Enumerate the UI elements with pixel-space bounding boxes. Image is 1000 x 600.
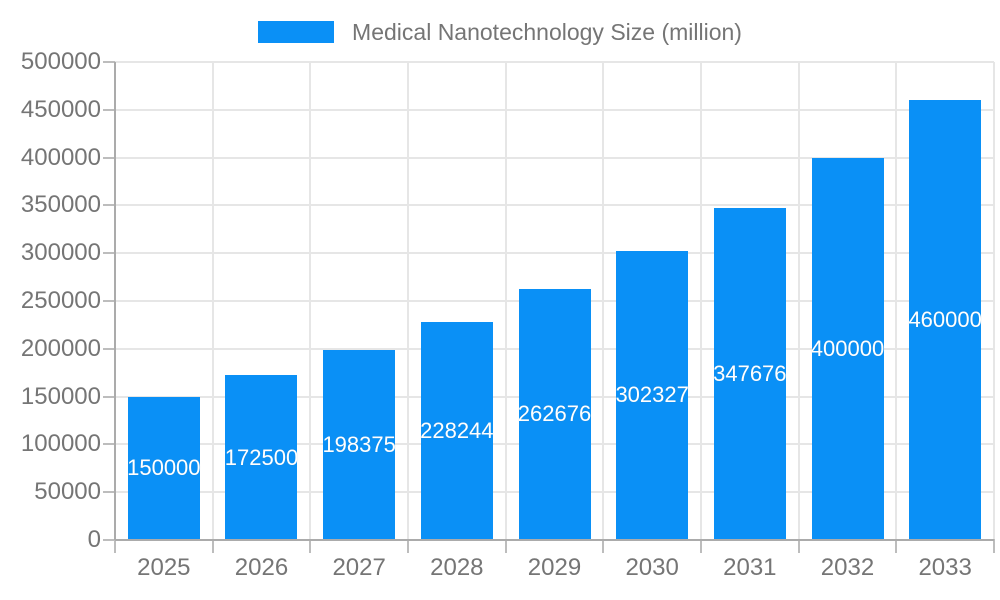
x-axis-tick	[993, 539, 995, 553]
bar[interactable]: 302327	[615, 250, 689, 540]
y-axis-tick	[103, 539, 115, 541]
bar-value-label: 347676	[713, 360, 787, 386]
x-axis-tick	[309, 539, 312, 553]
y-axis-tick	[103, 156, 115, 159]
vertical-gridline	[797, 62, 800, 540]
bar-value-label: 400000	[810, 335, 885, 361]
x-axis-line	[115, 539, 994, 541]
y-axis-tick-label: 350000	[20, 191, 101, 219]
vertical-gridline	[504, 62, 507, 540]
legend-label: Medical Nanotechnology Size (million)	[352, 18, 742, 45]
bar[interactable]: 400000	[810, 157, 885, 540]
y-axis-tick-label: 150000	[20, 382, 101, 410]
x-axis-tick-label: 2026	[234, 554, 289, 581]
x-axis-tick-label: 2032	[820, 554, 875, 581]
vertical-gridline	[309, 62, 312, 540]
y-axis-tick-label: 50000	[34, 478, 101, 506]
horizontal-gridline	[115, 204, 994, 207]
vertical-gridline	[895, 62, 898, 540]
legend-swatch	[258, 21, 335, 43]
bar-value-label: 172500	[224, 444, 299, 470]
horizontal-gridline	[115, 108, 994, 111]
vertical-gridline	[406, 62, 409, 540]
x-axis-tick	[114, 539, 116, 553]
vertical-gridline	[211, 62, 214, 540]
y-axis-labels: 500000 450000 400000 350000 300000 250000 2000…	[0, 48, 101, 553]
x-axis-tick	[797, 539, 800, 553]
y-axis-tick	[103, 395, 115, 398]
x-axis-tick-label: 2031	[723, 554, 777, 581]
x-axis-tick-label: 2033	[918, 554, 972, 581]
y-axis-tick	[103, 347, 115, 350]
y-axis-tick-label: 300000	[20, 239, 101, 267]
y-axis-tick	[103, 252, 115, 255]
x-axis-tick-label: 2030	[625, 554, 679, 581]
x-axis-tick	[602, 539, 605, 553]
x-axis-tick-label: 2027	[332, 554, 386, 581]
legend[interactable]: Medical Nanotechnology Size (million)	[0, 12, 1000, 52]
y-axis-tick	[103, 300, 115, 302]
x-axis-tick	[895, 539, 898, 553]
bar-value-label: 228244	[420, 417, 494, 443]
x-axis-tick-label: 2029	[527, 554, 582, 581]
vertical-gridline	[602, 62, 605, 540]
bar-value-label: 302327	[615, 382, 689, 408]
bar-value-label: 198375	[322, 432, 396, 458]
bar-value-label: 262676	[517, 401, 592, 427]
y-axis-tick	[103, 204, 115, 207]
y-axis-tick	[103, 61, 115, 63]
x-axis-tick	[699, 539, 702, 553]
bar[interactable]: 460000	[908, 100, 982, 540]
vertical-gridline	[699, 62, 702, 540]
horizontal-gridline	[115, 252, 994, 255]
x-axis-tick	[406, 539, 409, 553]
y-axis-tick-label: 250000	[20, 287, 101, 314]
vertical-gridline	[993, 62, 995, 540]
y-axis-tick-label: 100000	[20, 430, 101, 458]
y-axis-tick-label: 500000	[20, 48, 101, 75]
plot-area: 150000 172500 198375 228244 262676 302327 3476…	[103, 61, 995, 553]
x-axis-tick-label: 2025	[137, 554, 191, 581]
x-axis-labels: 2025 2026 2027 2028 2029 2030 2031 2032 2033	[115, 552, 994, 586]
bar[interactable]: 150000	[127, 396, 201, 540]
bar[interactable]: 262676	[517, 288, 592, 540]
x-axis-tick	[504, 539, 507, 553]
y-axis-line	[114, 62, 116, 540]
bar[interactable]: 347676	[713, 207, 787, 540]
y-axis-tick-label: 450000	[20, 95, 101, 123]
y-axis-tick	[103, 491, 115, 494]
y-axis-tick-label: 200000	[20, 334, 101, 362]
bar-value-label: 150000	[127, 455, 201, 481]
y-axis-tick	[103, 443, 115, 446]
y-axis-tick-label: 0	[87, 526, 101, 553]
x-axis-tick	[211, 539, 214, 553]
bar[interactable]: 228244	[420, 321, 494, 540]
y-axis-tick	[103, 108, 115, 111]
horizontal-gridline	[115, 61, 994, 63]
x-axis-tick-label: 2028	[430, 554, 484, 581]
bar-value-label: 460000	[908, 307, 982, 333]
y-axis-tick-label: 400000	[20, 143, 101, 171]
bar[interactable]: 172500	[224, 375, 299, 540]
bar[interactable]: 198375	[322, 350, 396, 540]
horizontal-gridline	[115, 156, 994, 159]
